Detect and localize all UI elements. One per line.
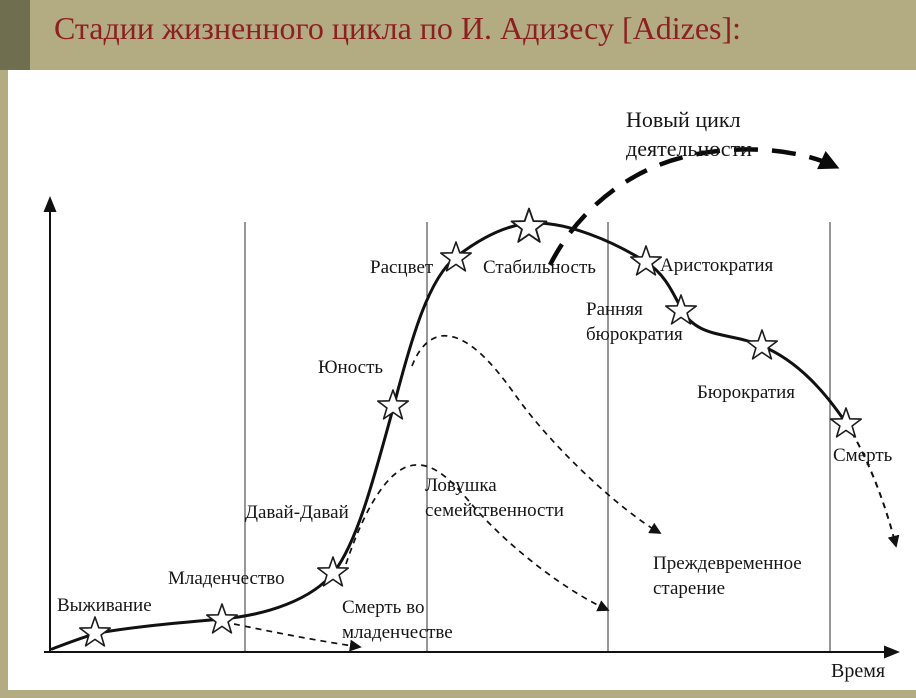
star-icon-death bbox=[829, 407, 863, 438]
star-icon-bureaucracy bbox=[745, 329, 779, 360]
x-axis-arrow-icon bbox=[884, 645, 900, 659]
stage-stars bbox=[79, 207, 863, 647]
star-icon-stability bbox=[510, 207, 548, 243]
family-trap-curve bbox=[345, 464, 610, 612]
stage-gridlines bbox=[244, 222, 831, 652]
infant-death-curve bbox=[233, 623, 362, 652]
main-lifecycle-curve bbox=[50, 221, 848, 651]
death-decline-curve bbox=[845, 422, 900, 548]
axes bbox=[43, 196, 900, 659]
star-icon-survival bbox=[79, 616, 111, 647]
slide-header: Стадии жизненного цикла по И. Адизесу [A… bbox=[0, 0, 916, 70]
star-icon-infancy bbox=[206, 603, 238, 634]
y-axis-arrow-icon bbox=[43, 196, 57, 212]
diagram-panel: Выживание Младенчество Давай-Давай Юност… bbox=[8, 70, 916, 690]
premature-aging-curve bbox=[411, 335, 662, 534]
slide-title: Стадии жизненного цикла по И. Адизесу [A… bbox=[54, 10, 742, 46]
header-accent-block bbox=[0, 0, 30, 70]
star-icon-early-bureaucracy bbox=[664, 294, 698, 325]
star-icon-adolescence bbox=[376, 389, 410, 420]
lifecycle-diagram bbox=[43, 147, 900, 659]
star-icon-go-go bbox=[316, 556, 350, 587]
new-cycle-curve bbox=[547, 147, 840, 267]
